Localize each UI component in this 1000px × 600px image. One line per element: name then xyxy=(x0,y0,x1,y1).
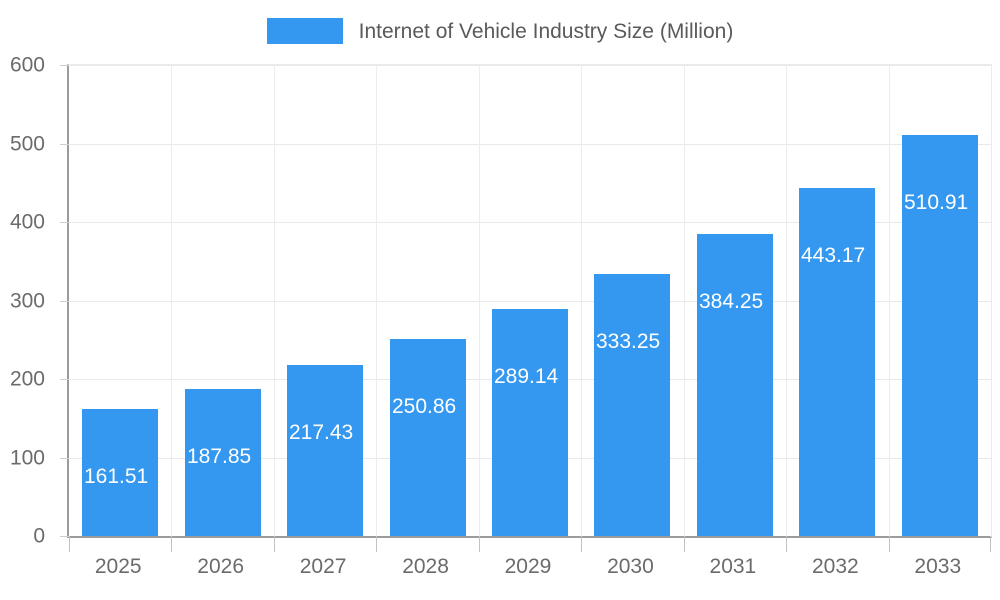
y-axis-tick-label: 500 xyxy=(9,132,45,155)
x-axis-tick-mark xyxy=(889,536,890,552)
y-axis-tick-label: 100 xyxy=(9,446,45,469)
gridline-vertical xyxy=(376,65,377,536)
gridline-vertical xyxy=(786,65,787,536)
plot-area: 0 100 200 300 400 500 600 161.51 187.85 217.43 250… xyxy=(10,55,992,552)
gridline-vertical xyxy=(479,65,480,536)
x-axis-tick-mark xyxy=(171,536,172,552)
bar-2030[interactable] xyxy=(594,274,670,536)
y-axis-tick-mark xyxy=(60,536,69,537)
y-axis-tick-label: 200 xyxy=(9,367,45,391)
gridline-horizontal xyxy=(69,65,991,66)
chart-legend: Internet of Vehicle Industry Size (Milli… xyxy=(0,14,1000,48)
gridline-horizontal xyxy=(69,300,991,302)
x-axis-tick-mark xyxy=(786,536,787,552)
x-axis-tick-label: 2030 xyxy=(607,555,654,578)
bar-2025[interactable] xyxy=(82,409,158,536)
x-axis-tick-label: 2026 xyxy=(197,555,245,578)
y-axis-tick-mark xyxy=(60,379,69,380)
y-axis-tick-label: 600 xyxy=(9,53,45,77)
x-axis-tick-mark xyxy=(990,536,991,552)
x-axis-tick-label: 2025 xyxy=(94,555,142,578)
gridline-horizontal xyxy=(69,222,991,223)
legend-item-internet-of-vehicle-industry-size[interactable]: Internet of Vehicle Industry Size (Milli… xyxy=(266,18,734,44)
x-axis-tick-label: 2028 xyxy=(402,555,449,578)
x-axis-tick-mark xyxy=(581,536,582,552)
gridline-vertical xyxy=(171,65,172,536)
x-axis-tick-label: 2032 xyxy=(811,555,859,578)
y-axis-tick-mark xyxy=(60,222,69,223)
gridline-horizontal xyxy=(69,143,991,145)
legend-color-swatch-icon xyxy=(266,18,343,44)
bar-2028[interactable] xyxy=(390,339,466,536)
x-axis-tick-mark xyxy=(274,536,275,552)
y-axis-tick-label: 300 xyxy=(9,289,45,312)
bar-2032[interactable] xyxy=(799,188,875,536)
gridline-vertical xyxy=(581,65,582,536)
bar-2033[interactable] xyxy=(902,134,978,536)
legend-item-label: Internet of Vehicle Industry Size (Milli… xyxy=(358,19,734,43)
bar-2027[interactable] xyxy=(287,365,363,536)
x-axis-tick-mark xyxy=(479,536,480,552)
x-axis-tick-label: 2031 xyxy=(709,555,757,578)
bar-2031[interactable] xyxy=(697,234,773,536)
y-axis-tick-mark xyxy=(60,143,69,145)
x-axis-tick-label: 2027 xyxy=(299,555,347,578)
y-axis-tick-label: 0 xyxy=(33,524,45,548)
x-axis-tick-label: 2029 xyxy=(504,555,552,578)
gridline-vertical xyxy=(684,65,685,536)
bar-2029[interactable] xyxy=(492,309,568,536)
y-axis-tick-mark xyxy=(60,457,69,459)
x-axis-tick-label: 2033 xyxy=(914,555,962,578)
gridline-vertical xyxy=(889,65,890,536)
y-axis-tick-mark xyxy=(60,65,69,66)
x-axis-tick-mark xyxy=(376,536,377,552)
x-axis-tick-mark xyxy=(684,536,685,552)
x-axis-tick-mark xyxy=(69,536,70,552)
bar-2026[interactable] xyxy=(185,388,261,536)
y-axis-tick-mark xyxy=(60,300,69,302)
gridline-vertical xyxy=(274,65,275,536)
y-axis-tick-label: 400 xyxy=(9,210,45,234)
